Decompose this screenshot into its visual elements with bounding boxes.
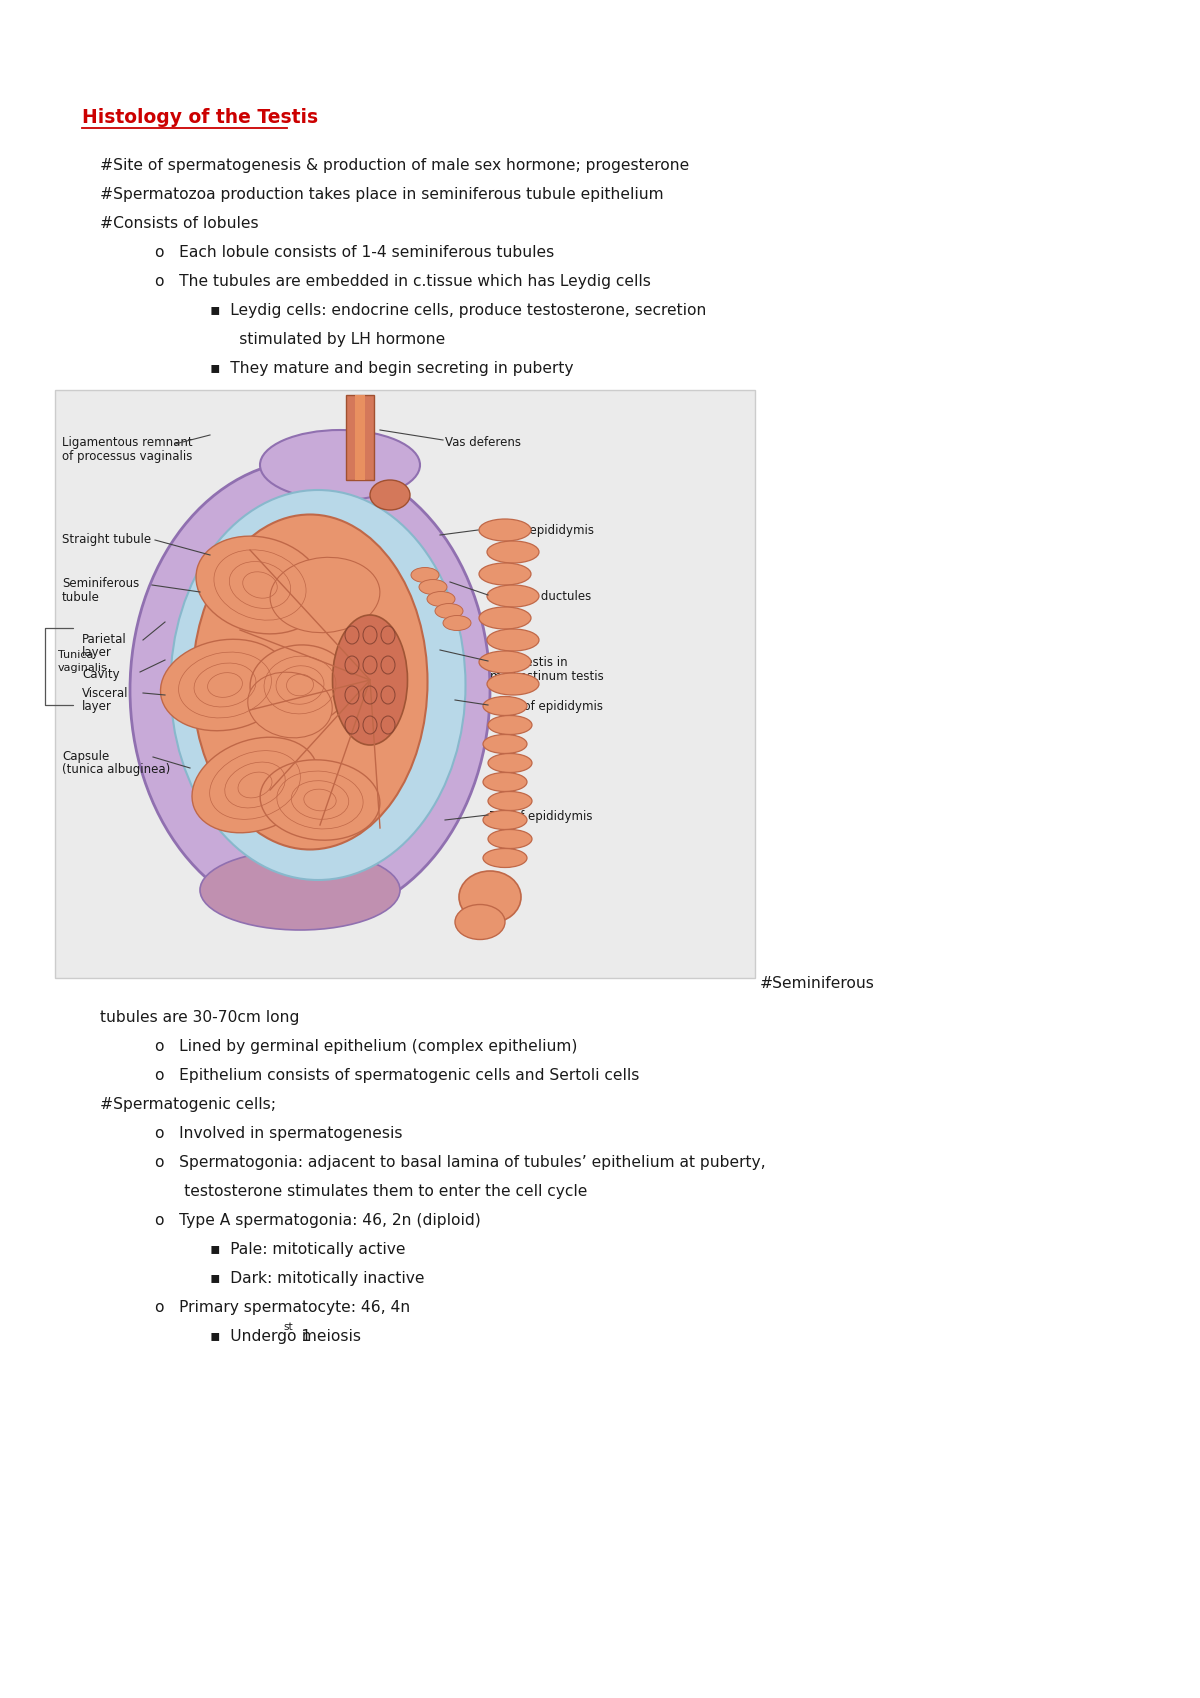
Text: o   Each lobule consists of 1-4 seminiferous tubules: o Each lobule consists of 1-4 seminifero… <box>155 245 554 260</box>
Ellipse shape <box>487 672 539 694</box>
Text: o   Primary spermatocyte: 46, 4n: o Primary spermatocyte: 46, 4n <box>155 1301 410 1314</box>
Text: Ligamentous remnant: Ligamentous remnant <box>62 436 193 448</box>
Text: testosterone stimulates them to enter the cell cycle: testosterone stimulates them to enter th… <box>155 1184 587 1199</box>
Ellipse shape <box>196 537 324 633</box>
Ellipse shape <box>260 759 380 841</box>
Text: Rete testis in: Rete testis in <box>490 655 568 669</box>
Text: stimulated by LH hormone: stimulated by LH hormone <box>210 333 445 346</box>
Ellipse shape <box>482 696 527 715</box>
Text: Capsule: Capsule <box>62 751 109 762</box>
Text: Parietal: Parietal <box>82 633 127 645</box>
Ellipse shape <box>482 735 527 754</box>
Ellipse shape <box>488 715 532 735</box>
Text: Body of epididymis: Body of epididymis <box>490 700 604 713</box>
Ellipse shape <box>200 851 400 931</box>
Ellipse shape <box>482 773 527 791</box>
Text: Visceral: Visceral <box>82 688 128 700</box>
Text: Tail of epididymis: Tail of epididymis <box>490 810 593 824</box>
Ellipse shape <box>130 460 490 920</box>
Ellipse shape <box>488 830 532 849</box>
Ellipse shape <box>332 615 408 745</box>
Ellipse shape <box>479 606 530 628</box>
Text: meiosis: meiosis <box>298 1330 361 1345</box>
Text: o   The tubules are embedded in c.tissue which has Leydig cells: o The tubules are embedded in c.tissue w… <box>155 273 650 289</box>
Ellipse shape <box>458 871 521 924</box>
Ellipse shape <box>479 520 530 542</box>
Text: Efferent ductules: Efferent ductules <box>490 589 592 603</box>
Ellipse shape <box>260 430 420 499</box>
Text: Head of epididymis: Head of epididymis <box>480 525 594 537</box>
Text: o   Spermatogonia: adjacent to basal lamina of tubules’ epithelium at puberty,: o Spermatogonia: adjacent to basal lamin… <box>155 1155 766 1170</box>
Ellipse shape <box>488 791 532 810</box>
Text: layer: layer <box>82 645 112 659</box>
Ellipse shape <box>161 638 289 730</box>
Text: o   Epithelium consists of spermatogenic cells and Sertoli cells: o Epithelium consists of spermatogenic c… <box>155 1068 640 1083</box>
Text: ▪  Pale: mitotically active: ▪ Pale: mitotically active <box>210 1241 406 1257</box>
Text: #Consists of lobules: #Consists of lobules <box>100 216 259 231</box>
Text: tubule: tubule <box>62 591 100 604</box>
Text: #Seminiferous: #Seminiferous <box>760 976 875 992</box>
Ellipse shape <box>482 810 527 830</box>
Ellipse shape <box>479 650 530 672</box>
Ellipse shape <box>370 481 410 509</box>
Ellipse shape <box>436 603 463 618</box>
Text: #Spermatozoa production takes place in seminiferous tubule epithelium: #Spermatozoa production takes place in s… <box>100 187 664 202</box>
Text: tubules are 30-70cm long: tubules are 30-70cm long <box>100 1010 299 1026</box>
Ellipse shape <box>410 567 439 582</box>
Ellipse shape <box>419 579 446 594</box>
Ellipse shape <box>487 628 539 650</box>
Text: vaginalis: vaginalis <box>58 662 108 672</box>
Ellipse shape <box>443 615 470 630</box>
Ellipse shape <box>192 514 427 849</box>
Ellipse shape <box>455 905 505 939</box>
Text: Vas deferens: Vas deferens <box>445 436 521 448</box>
Text: Seminiferous: Seminiferous <box>62 577 139 589</box>
Text: Cavity: Cavity <box>82 667 120 681</box>
Text: o   Lined by germinal epithelium (complex epithelium): o Lined by germinal epithelium (complex … <box>155 1039 577 1054</box>
Text: #Site of spermatogenesis & production of male sex hormone; progesterone: #Site of spermatogenesis & production of… <box>100 158 689 173</box>
Ellipse shape <box>250 645 350 725</box>
Text: ▪  Dark: mitotically inactive: ▪ Dark: mitotically inactive <box>210 1272 425 1285</box>
Text: o   Involved in spermatogenesis: o Involved in spermatogenesis <box>155 1126 402 1141</box>
Text: of processus vaginalis: of processus vaginalis <box>62 450 192 464</box>
Text: mediastinum testis: mediastinum testis <box>490 671 604 683</box>
Ellipse shape <box>487 586 539 606</box>
Text: Histology of the Testis: Histology of the Testis <box>82 109 318 127</box>
Text: ▪  Leydig cells: endocrine cells, produce testosterone, secretion: ▪ Leydig cells: endocrine cells, produce… <box>210 302 707 318</box>
Ellipse shape <box>488 754 532 773</box>
Ellipse shape <box>270 557 380 633</box>
Ellipse shape <box>170 491 466 880</box>
Ellipse shape <box>192 737 318 832</box>
Text: st: st <box>283 1323 293 1331</box>
Text: #Spermatogenic cells;: #Spermatogenic cells; <box>100 1097 276 1112</box>
Bar <box>355 396 365 481</box>
Ellipse shape <box>482 849 527 868</box>
FancyBboxPatch shape <box>55 391 755 978</box>
Text: Tunica: Tunica <box>58 650 94 661</box>
Ellipse shape <box>487 542 539 564</box>
Text: ▪  They mature and begin secreting in puberty: ▪ They mature and begin secreting in pub… <box>210 362 574 375</box>
Text: (tunica albuginea): (tunica albuginea) <box>62 762 170 776</box>
Text: o   Type A spermatogonia: 46, 2n (diploid): o Type A spermatogonia: 46, 2n (diploid) <box>155 1212 481 1228</box>
Ellipse shape <box>427 591 455 606</box>
Text: ▪  Undergo 1: ▪ Undergo 1 <box>210 1330 311 1345</box>
Ellipse shape <box>247 672 332 739</box>
Bar <box>346 396 374 481</box>
Text: Straight tubule: Straight tubule <box>62 533 151 547</box>
Text: layer: layer <box>82 700 112 713</box>
Ellipse shape <box>479 564 530 586</box>
